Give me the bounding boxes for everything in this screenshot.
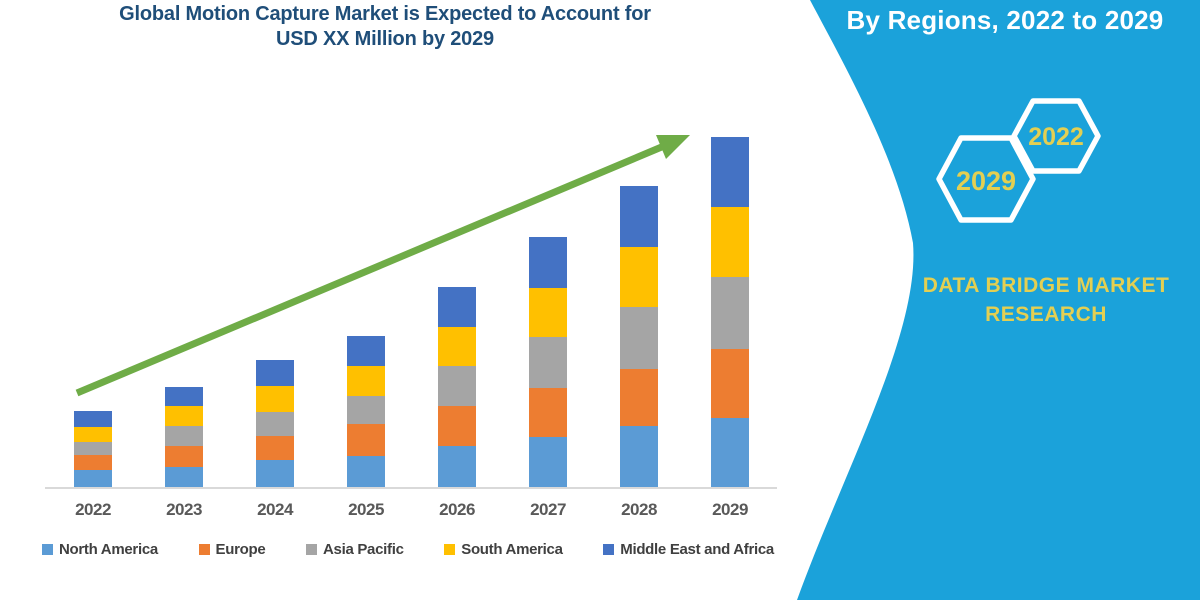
legend-item-south-america: South America xyxy=(444,541,563,558)
bar-segment-2025-asia-pacific xyxy=(347,396,385,424)
bar-segment-2029-south-america xyxy=(711,207,749,277)
x-axis-label-2028: 2028 xyxy=(621,500,657,519)
legend-swatch-icon xyxy=(603,544,615,555)
bar-segment-2026-europe xyxy=(438,406,476,446)
right-panel-background xyxy=(797,0,1200,600)
panel-heading: By Regions, 2022 to 2029 xyxy=(846,5,1164,35)
x-axis-baseline xyxy=(45,487,777,489)
bar-segment-2025-north-america xyxy=(347,456,385,487)
bar-segment-2026-north-america xyxy=(438,446,476,487)
bar-segment-2029-middle-east-and-africa xyxy=(711,137,749,207)
legend-label: Asia Pacific xyxy=(323,541,404,558)
hexagon-2029 xyxy=(936,135,1036,223)
legend-swatch-icon xyxy=(198,544,210,555)
bar-segment-2029-asia-pacific xyxy=(711,277,749,349)
bar-segment-2025-europe xyxy=(347,424,385,456)
legend-swatch-icon xyxy=(306,544,317,555)
page-title: Global Motion Capture Market is Expected… xyxy=(0,2,770,52)
x-axis-label-2029: 2029 xyxy=(712,500,748,519)
bar-segment-2024-asia-pacific xyxy=(256,412,294,436)
bar-segment-2029-europe xyxy=(711,349,749,418)
brand-line-1: DATA BRIDGE MARKET xyxy=(922,274,1170,297)
page-title-line-2: USD XX Million by 2029 xyxy=(276,28,494,50)
x-axis-label-2027: 2027 xyxy=(530,500,566,519)
x-axis-label-2026: 2026 xyxy=(439,500,475,519)
bar-segment-2023-north-america xyxy=(165,467,203,487)
page-title-line-1: Global Motion Capture Market is Expected… xyxy=(119,3,651,25)
chart-legend: North America Europe Asia Pacific South Ame… xyxy=(42,541,774,558)
bar-segment-2022-europe xyxy=(74,455,112,470)
bar-segment-2027-north-america xyxy=(529,437,567,487)
bar-segment-2029-north-america xyxy=(711,418,749,487)
bar-segment-2028-north-america xyxy=(620,426,658,487)
legend-label: North America xyxy=(59,541,158,558)
x-axis-label-2024: 2024 xyxy=(257,500,293,519)
legend-item-middle-east-and-africa: Middle East and Africa xyxy=(603,541,774,558)
hexagon-2022-label: 2022 xyxy=(1028,123,1084,151)
legend-label: Europe xyxy=(215,541,266,558)
brand-wordmark: DATA BRIDGE MARKET RESEARCH xyxy=(900,271,1192,329)
x-axis-label-2022: 2022 xyxy=(75,500,111,519)
legend-swatch-icon xyxy=(42,544,53,555)
bar-segment-2023-south-america xyxy=(165,406,203,426)
x-axis-label-2025: 2025 xyxy=(348,500,384,519)
legend-item-europe: Europe xyxy=(198,541,266,558)
legend-item-asia-pacific: Asia Pacific xyxy=(306,541,404,558)
bar-segment-2024-north-america xyxy=(256,460,294,487)
bar-segment-2023-asia-pacific xyxy=(165,426,203,446)
legend-item-north-america: North America xyxy=(42,541,158,558)
bar-segment-2022-asia-pacific xyxy=(74,442,112,455)
legend-swatch-icon xyxy=(444,544,456,555)
hexagon-2029-label: 2029 xyxy=(955,166,1017,196)
bar-segment-2022-middle-east-and-africa xyxy=(74,411,112,427)
bar-segment-2022-south-america xyxy=(74,427,112,442)
legend-label: Middle East and Africa xyxy=(620,541,774,558)
legend-label: South America xyxy=(461,541,563,558)
brand-line-2: RESEARCH xyxy=(985,303,1107,326)
x-axis-label-2023: 2023 xyxy=(166,500,202,519)
bar-segment-2022-north-america xyxy=(74,470,112,487)
bar-segment-2024-europe xyxy=(256,436,294,460)
hexagon-2022 xyxy=(1011,98,1101,174)
bar-segment-2023-europe xyxy=(165,446,203,467)
